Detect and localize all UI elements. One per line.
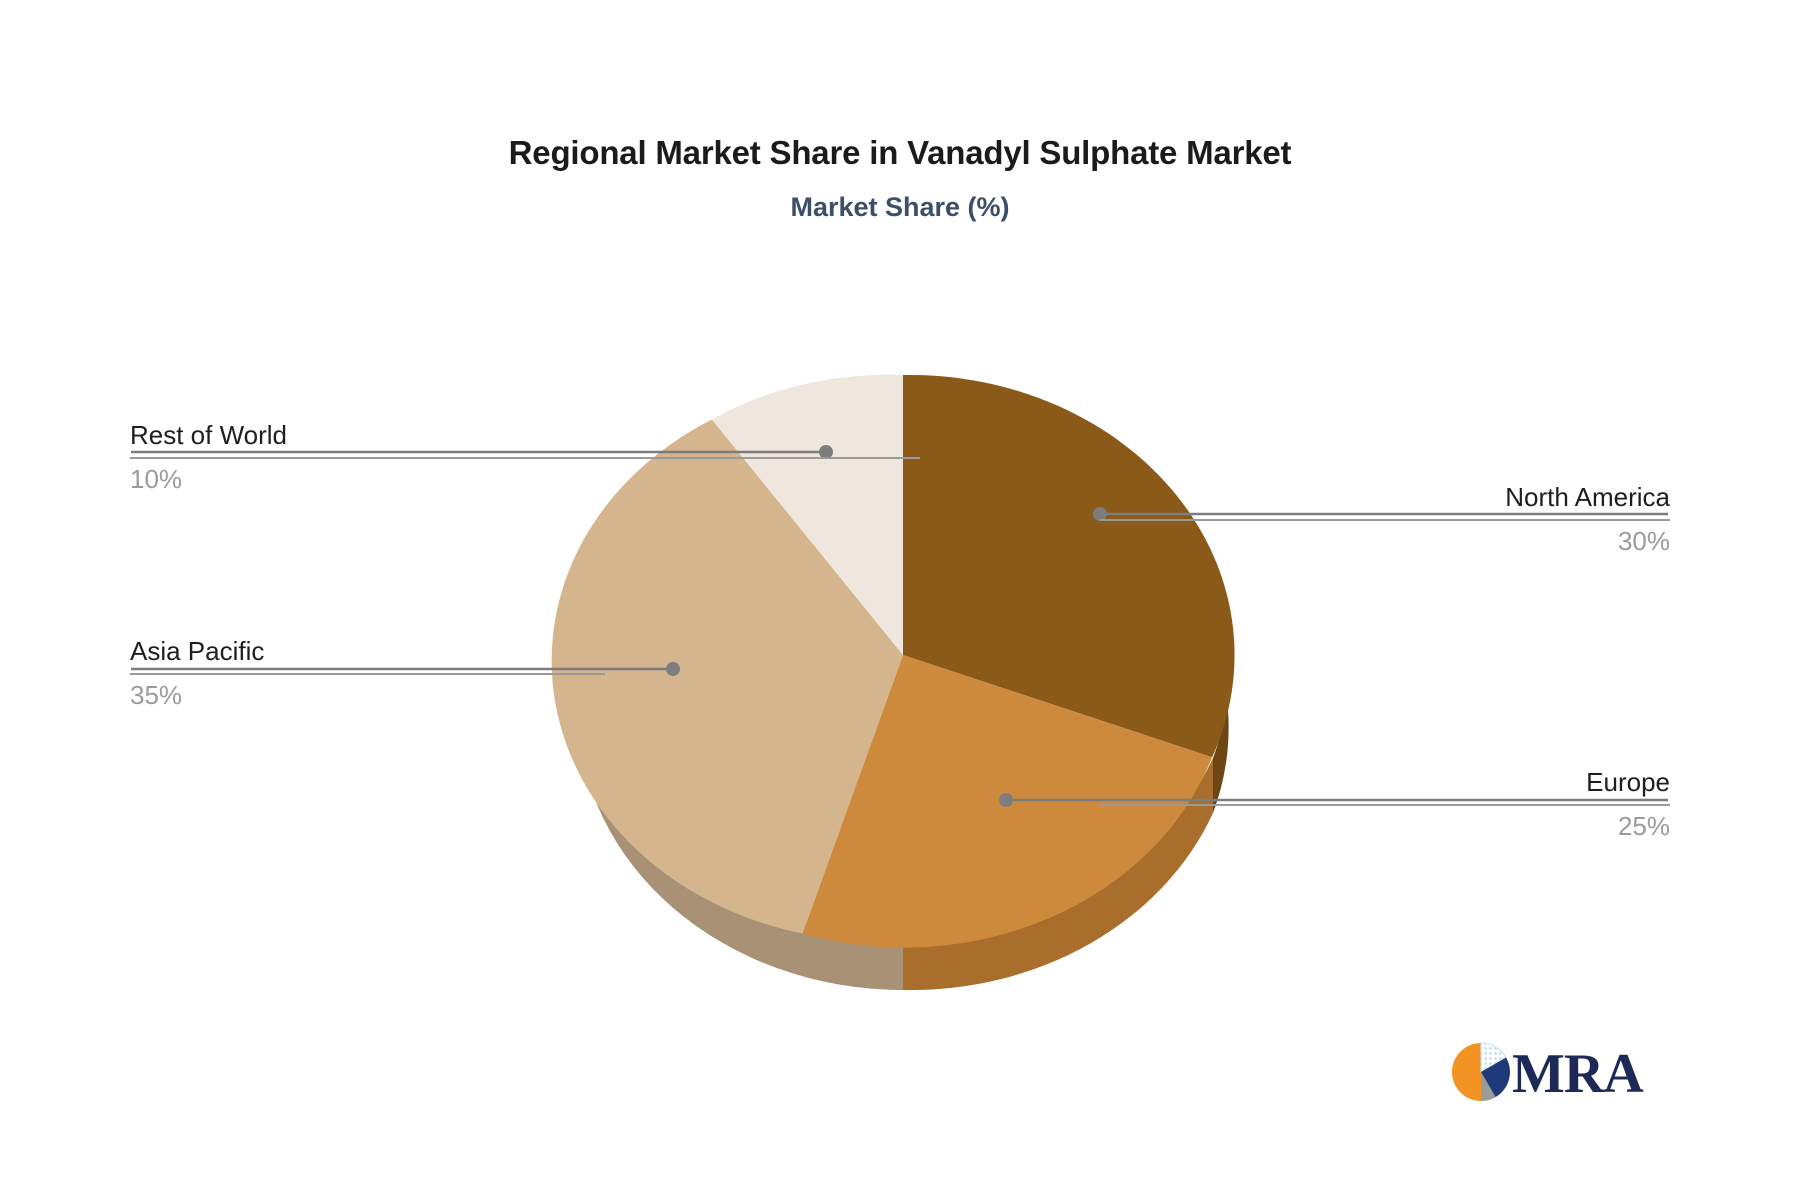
mra-logo-pie-icon	[1451, 1042, 1510, 1101]
pie-label-name: Rest of World	[130, 420, 288, 450]
leader-dot-north-america	[1093, 507, 1107, 521]
chart-subtitle: Market Share (%)	[790, 192, 1010, 222]
pie-slice-rest-of-world[interactable]	[711, 374, 903, 655]
pie-label-value: 30%	[1617, 526, 1670, 556]
pie-label-name: North America	[1505, 482, 1670, 512]
pie-label-rest-of-world[interactable]: Rest of World 10%	[130, 418, 920, 496]
pie-label-north-america[interactable]: North America 30%	[1100, 480, 1670, 558]
pie-leader-dots	[666, 445, 1107, 807]
pie-label-value: 10%	[130, 464, 183, 494]
pie-label-rule	[1100, 519, 1670, 521]
pie-side-asia-pacific	[578, 655, 903, 990]
mra-logo: MRA	[1448, 1036, 1644, 1110]
pie-label-name: Asia Pacific	[130, 636, 265, 666]
pie-label-value: 35%	[130, 680, 183, 710]
pie-leader-lines	[131, 450, 1668, 802]
pie-label-rule	[130, 457, 920, 459]
pie-slice-north-america[interactable]	[903, 374, 1235, 758]
leader-dot-europe	[999, 793, 1013, 807]
mra-wordmark: MRA	[1512, 1043, 1644, 1105]
leader-dot-asia-pacific	[666, 662, 680, 676]
pie-label-europe[interactable]: Europe 25%	[1100, 765, 1670, 843]
leader-dot-rest-of-world	[819, 445, 833, 459]
pie-label-value: 25%	[1617, 811, 1670, 841]
pie-label-name: Europe	[1586, 767, 1670, 797]
pie-slices	[551, 374, 1235, 948]
pie-slice-asia-pacific[interactable]	[551, 419, 903, 934]
pie-label-asia-pacific[interactable]: Asia Pacific 35%	[130, 634, 605, 712]
pie-label-rule	[1100, 804, 1670, 806]
pie-label-rule	[130, 673, 605, 675]
page-title: Regional Market Share in Vanadyl Sulphat…	[508, 134, 1292, 171]
